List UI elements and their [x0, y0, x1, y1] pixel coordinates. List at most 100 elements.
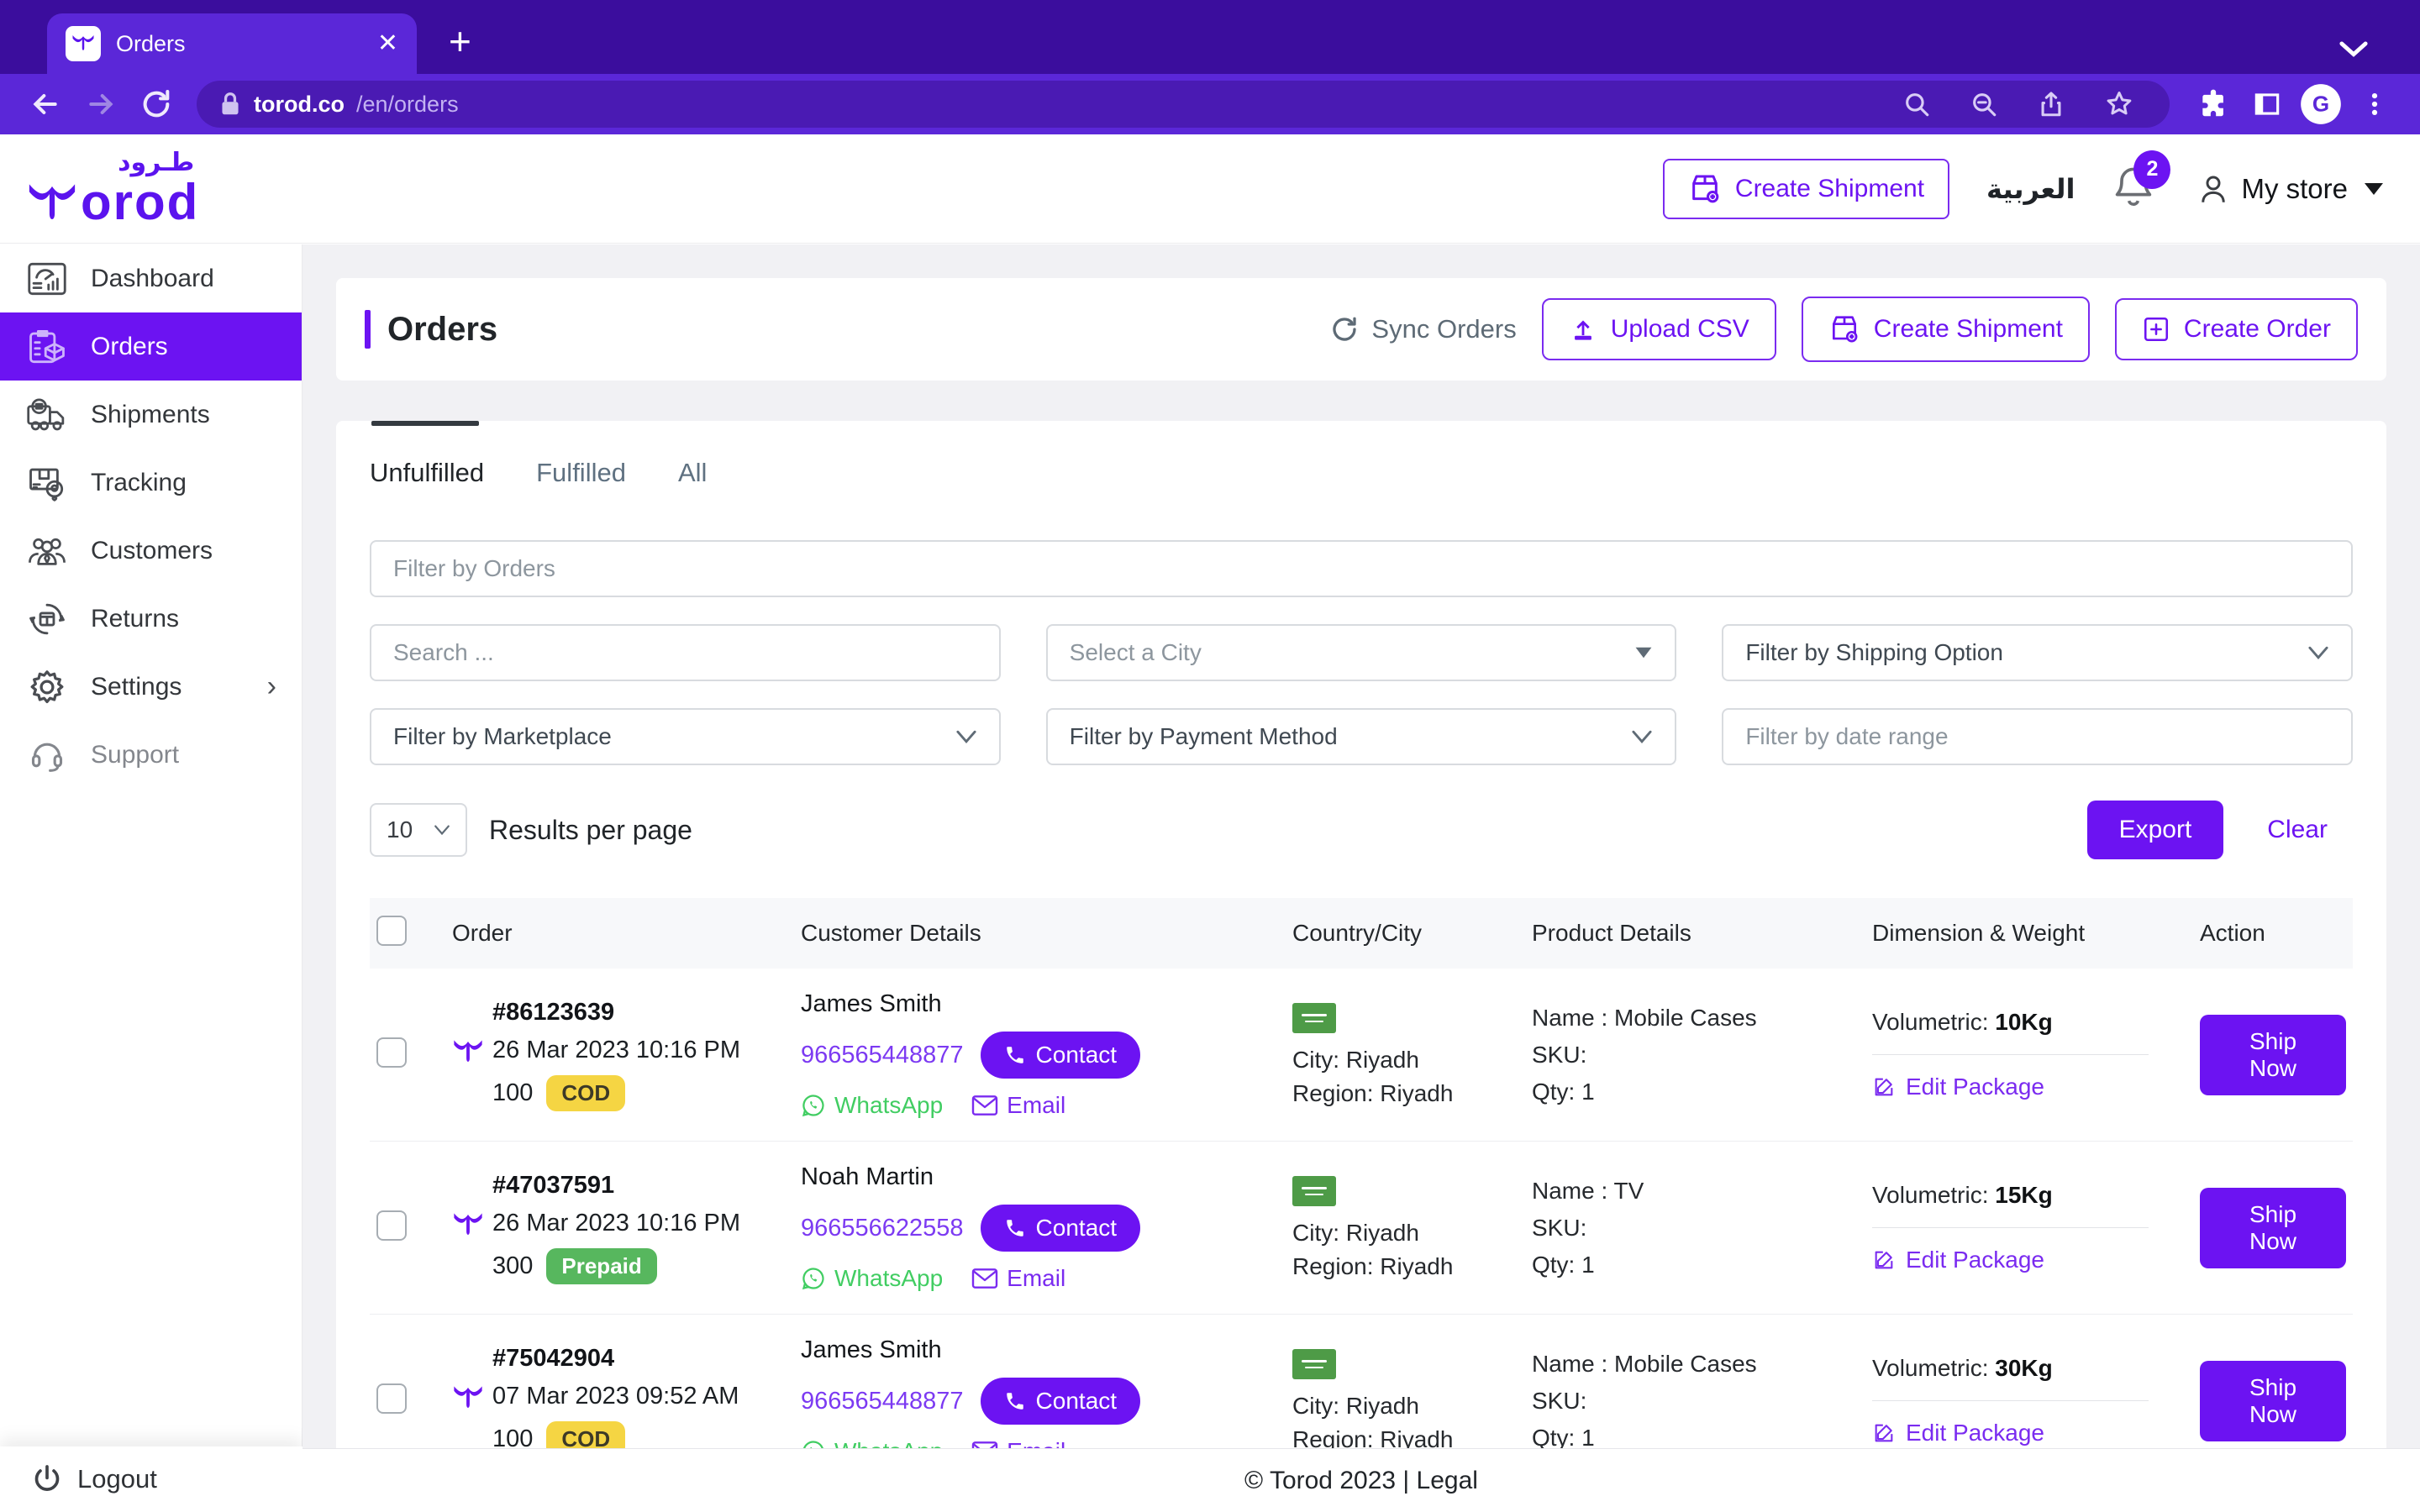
- bookmark-star-icon[interactable]: [2091, 89, 2148, 119]
- extensions-puzzle-icon[interactable]: [2190, 88, 2237, 120]
- torod-mark-icon: [454, 1385, 482, 1408]
- edit-package-link[interactable]: Edit Package: [1872, 1247, 2186, 1273]
- order-region: Region: Riyadh: [1292, 1252, 1454, 1279]
- whatsapp-link[interactable]: WhatsApp: [801, 1265, 943, 1292]
- product-sku: SKU:: [1532, 1041, 1587, 1068]
- tab-search-icon[interactable]: [2339, 40, 2368, 59]
- sync-icon: [1333, 317, 1357, 341]
- city-placeholder: Select a City: [1069, 639, 1202, 665]
- order-tabs: Unfulfilled Fulfilled All: [370, 421, 2353, 488]
- tab-close-icon[interactable]: ✕: [376, 29, 398, 57]
- sidebar-item-support[interactable]: Support: [0, 721, 302, 789]
- email-link[interactable]: Email: [971, 1265, 1065, 1292]
- customers-icon: [25, 533, 69, 569]
- edit-icon: [1875, 1078, 1893, 1096]
- sync-orders-button[interactable]: Sync Orders: [1329, 314, 1517, 344]
- order-date: 26 Mar 2023 10:16 PM: [492, 1037, 741, 1063]
- edit-package-link[interactable]: Edit Package: [1872, 1420, 2186, 1446]
- create-shipment-button[interactable]: Create Shipment: [1801, 297, 2090, 362]
- side-panel-icon[interactable]: [2244, 88, 2291, 120]
- tab-fulfilled[interactable]: Fulfilled: [536, 458, 626, 487]
- upload-csv-button[interactable]: Upload CSV: [1541, 298, 1776, 360]
- whatsapp-label: WhatsApp: [834, 1092, 944, 1118]
- row-checkbox[interactable]: [376, 1210, 407, 1241]
- sidebar-item-dashboard[interactable]: Dashboard: [0, 244, 302, 312]
- sidebar-item-customers[interactable]: Customers: [0, 517, 302, 585]
- sidebar-item-returns[interactable]: Returns: [0, 585, 302, 653]
- city-select[interactable]: Select a City: [1045, 624, 1677, 681]
- filter-by-orders-input[interactable]: Filter by Orders: [370, 540, 2353, 597]
- back-icon[interactable]: [22, 87, 69, 121]
- sidebar-item-settings[interactable]: Settings ›: [0, 653, 302, 721]
- store-menu[interactable]: My store: [2196, 171, 2383, 207]
- reload-icon[interactable]: [133, 87, 180, 121]
- logout-label: Logout: [77, 1464, 157, 1494]
- sidebar-item-tracking[interactable]: Tracking: [0, 449, 302, 517]
- sidebar-label-dashboard: Dashboard: [91, 264, 214, 292]
- browser-tab[interactable]: Orders ✕: [47, 13, 417, 74]
- row-checkbox[interactable]: [376, 1383, 407, 1414]
- notifications-bell[interactable]: 2: [2112, 150, 2171, 214]
- contact-button[interactable]: Contact: [980, 1205, 1141, 1252]
- language-switch[interactable]: العربية: [1986, 173, 2075, 204]
- order-amount: 100: [492, 1079, 534, 1106]
- results-per-page-select[interactable]: 10: [370, 803, 467, 857]
- customer-phone[interactable]: 966565448877: [801, 1041, 964, 1068]
- shipping-option-select[interactable]: Filter by Shipping Option: [1722, 624, 2353, 681]
- customer-name: James Smith: [801, 1336, 942, 1363]
- torod-logo[interactable]: طـرود orod: [25, 150, 199, 228]
- phone-icon: [1006, 1393, 1023, 1410]
- ship-now-button[interactable]: Ship Now: [2200, 1014, 2346, 1095]
- sidebar-item-orders[interactable]: Orders: [0, 312, 302, 381]
- product-qty: Qty: 1: [1532, 1251, 1595, 1278]
- menu-kebab-icon[interactable]: [2351, 88, 2398, 120]
- date-range-input[interactable]: Filter by date range: [1722, 708, 2353, 765]
- whatsapp-link[interactable]: WhatsApp: [801, 1092, 943, 1119]
- row-checkbox[interactable]: [376, 1037, 407, 1068]
- header-create-shipment-button[interactable]: Create Shipment: [1662, 158, 1950, 219]
- tab-all[interactable]: All: [677, 458, 708, 487]
- ship-now-button[interactable]: Ship Now: [2200, 1360, 2346, 1441]
- tab-title: Orders: [116, 30, 186, 56]
- edit-icon: [1875, 1251, 1893, 1269]
- sidebar-item-shipments[interactable]: Shipments: [0, 381, 302, 449]
- create-order-button[interactable]: Create Order: [2114, 298, 2358, 360]
- logout-button[interactable]: Logout: [0, 1446, 302, 1512]
- torod-logo-icon: [29, 183, 76, 219]
- edit-package-link[interactable]: Edit Package: [1872, 1074, 2186, 1100]
- chrome-actions: G: [2178, 82, 2398, 126]
- marketplace-chevron-icon: [955, 729, 977, 744]
- search-input[interactable]: Search ...: [370, 624, 1001, 681]
- contact-button[interactable]: Contact: [980, 1378, 1141, 1425]
- tab-unfulfilled[interactable]: Unfulfilled: [370, 458, 485, 487]
- customer-phone[interactable]: 966565448877: [801, 1387, 964, 1415]
- city-caret-icon: [1634, 646, 1653, 659]
- zoom-out-icon[interactable]: [1956, 90, 2012, 118]
- contact-button[interactable]: Contact: [980, 1032, 1141, 1079]
- clear-filters-link[interactable]: Clear: [2267, 816, 2328, 843]
- customer-phone[interactable]: 966556622558: [801, 1214, 964, 1242]
- url-bar[interactable]: torod.co/en/orders: [197, 81, 2170, 128]
- email-link[interactable]: Email: [971, 1092, 1065, 1119]
- forward-icon[interactable]: [77, 87, 124, 121]
- contact-label: Contact: [1035, 1215, 1118, 1241]
- notification-count-badge: 2: [2133, 150, 2171, 189]
- email-label: Email: [1007, 1265, 1066, 1291]
- marketplace-select[interactable]: Filter by Marketplace: [370, 708, 1001, 765]
- shipping-option-label: Filter by Shipping Option: [1745, 639, 2003, 665]
- table-row: #47037591 26 Mar 2023 10:16 PM 300 Prepa…: [370, 1142, 2353, 1315]
- payment-method-select[interactable]: Filter by Payment Method: [1045, 708, 1677, 765]
- browser-toolbar: torod.co/en/orders G: [0, 74, 2420, 134]
- ship-now-button[interactable]: Ship Now: [2200, 1187, 2346, 1268]
- product-qty: Qty: 1: [1532, 1078, 1595, 1105]
- logo-arabic-text: طـرود: [118, 148, 195, 176]
- share-icon[interactable]: [2023, 90, 2079, 118]
- zoom-in-search-icon[interactable]: [1889, 90, 1944, 118]
- marketplace-label: Filter by Marketplace: [393, 723, 612, 749]
- select-all-checkbox[interactable]: [376, 915, 407, 946]
- export-button[interactable]: Export: [2086, 801, 2224, 859]
- new-tab-button[interactable]: +: [449, 19, 471, 63]
- profile-avatar[interactable]: G: [2297, 82, 2344, 126]
- shipment-box-icon: [1832, 316, 1858, 343]
- sidebar-label-shipments: Shipments: [91, 400, 210, 428]
